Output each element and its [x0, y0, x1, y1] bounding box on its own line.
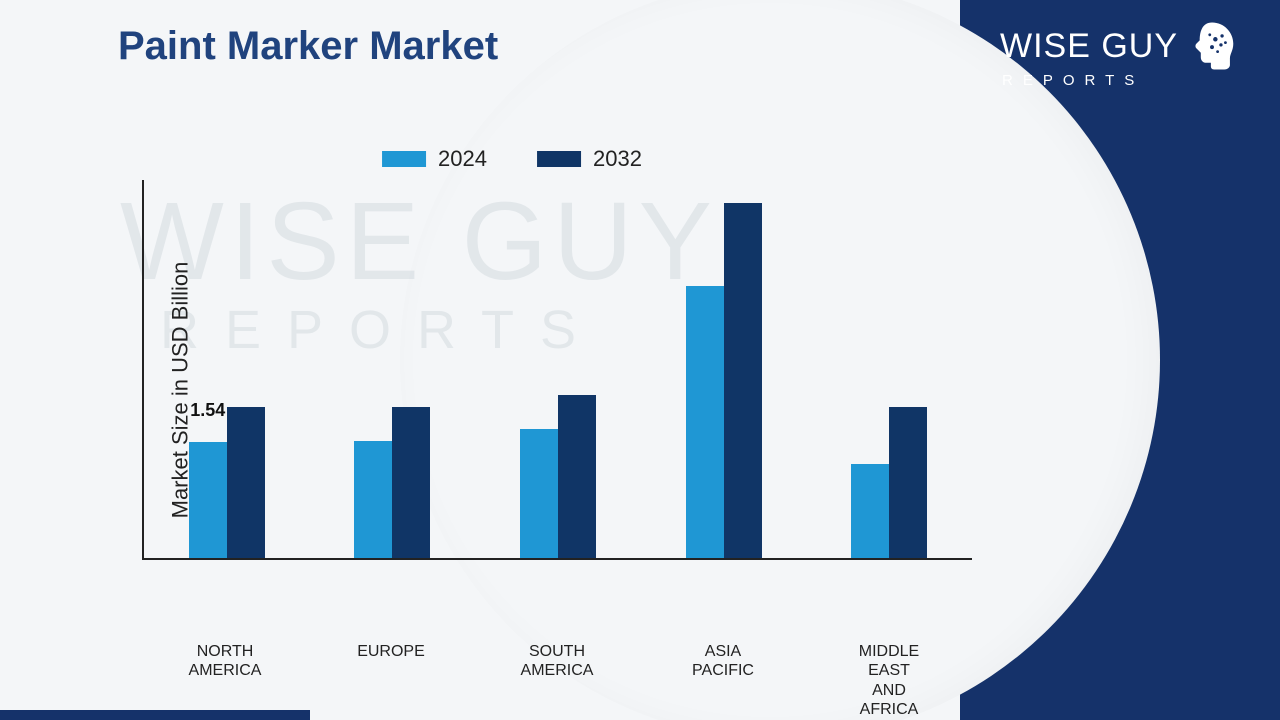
legend-swatch-2032 [537, 151, 581, 167]
brand-line2: REPORTS [1000, 72, 1250, 89]
plot-area: 1.54 [142, 180, 972, 560]
bar-2032 [724, 203, 762, 558]
bar-2024 [520, 429, 558, 558]
bar-2032 [392, 407, 430, 558]
bar-2024 [354, 441, 392, 558]
chart: Market Size in USD Billion 2024 2032 1.5… [52, 150, 972, 630]
x-axis-labels: NORTH AMERICAEUROPESOUTH AMERICAASIA PAC… [142, 634, 972, 719]
brand-line1: WISE GUY [1000, 27, 1178, 66]
x-tick-label: EUROPE [308, 634, 474, 719]
legend-item-2024: 2024 [382, 146, 487, 172]
bar-group [641, 180, 807, 558]
brand-logo: WISE GUY REPORTS [1000, 18, 1250, 89]
legend: 2024 2032 [382, 146, 642, 172]
bar-value-label: 1.54 [190, 400, 225, 421]
bar-2032 [889, 407, 927, 558]
x-tick-label: MIDDLE EAST AND AFRICA [806, 634, 972, 719]
bar-2024 [686, 286, 724, 558]
x-tick-label: ASIA PACIFIC [640, 634, 806, 719]
page-title: Paint Marker Market [118, 24, 498, 69]
legend-swatch-2024 [382, 151, 426, 167]
legend-item-2032: 2032 [537, 146, 642, 172]
brand-head-icon [1184, 18, 1240, 74]
bar-2024 [851, 464, 889, 559]
legend-label-2024: 2024 [438, 146, 487, 172]
x-tick-label: SOUTH AMERICA [474, 634, 640, 719]
bar-group [806, 180, 972, 558]
bar-2032 [558, 395, 596, 558]
x-tick-label: NORTH AMERICA [142, 634, 308, 719]
legend-label-2032: 2032 [593, 146, 642, 172]
bar-group [310, 180, 476, 558]
bar-group [475, 180, 641, 558]
bar-2032 [227, 407, 265, 558]
bar-group: 1.54 [144, 180, 310, 558]
bar-2024 [189, 442, 227, 558]
